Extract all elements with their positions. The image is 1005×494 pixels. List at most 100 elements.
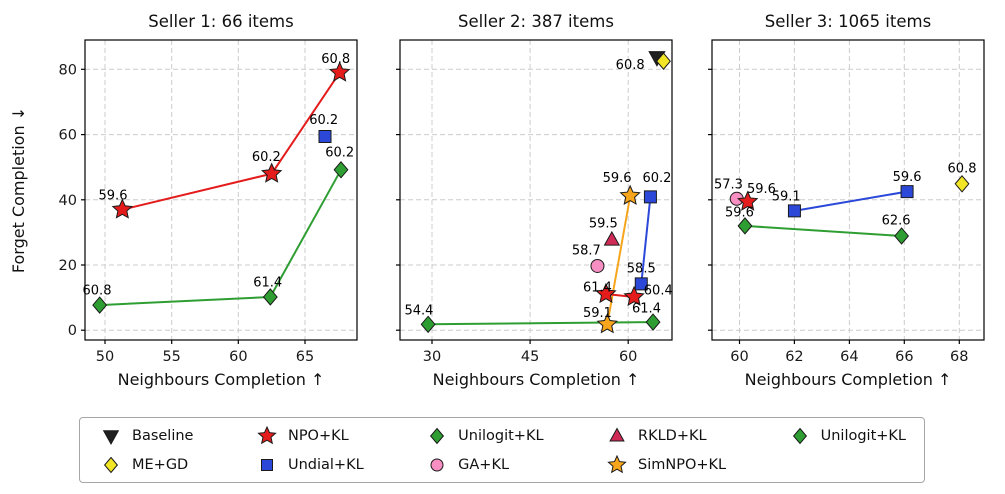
marker-unilogit-kl xyxy=(420,315,436,334)
subplot-title: Seller 3: 1065 items xyxy=(765,12,931,31)
ga-kl-legend-marker-icon xyxy=(430,458,444,471)
subplot-2: 30 45 60 Seller 2: 387 items Neighbours Comp… xyxy=(396,12,673,389)
legend-label: ME+GD xyxy=(132,456,189,473)
subplot-1: 50 55 60 65 0 20 40 60 80 Seller 1: 66 items Neigh… xyxy=(9,12,358,389)
unilogit-kl-marker-glyph xyxy=(792,427,807,444)
line-unilogit-kl xyxy=(428,321,654,326)
marker-me-gd xyxy=(954,175,970,193)
point-label: 60.2 xyxy=(642,171,671,186)
baseline-marker-glyph xyxy=(102,429,120,445)
simnpo-kl-marker-glyph xyxy=(607,454,627,473)
unilogit-kl-marker-glyph xyxy=(430,427,445,444)
x-tick-label: 64 xyxy=(840,349,858,365)
x-tick-label: 55 xyxy=(162,349,180,365)
baseline-legend-marker-icon xyxy=(102,429,120,445)
point-label: 62.6 xyxy=(882,214,911,229)
point-label: 60.4 xyxy=(644,284,673,299)
subplot-3: 60 62 64 66 68 Seller 3: 1065 items Neighbours… xyxy=(708,12,985,389)
legend-label: SimNPO+KL xyxy=(638,456,727,473)
x-tick-label: 50 xyxy=(96,349,114,365)
x-tick-label: 66 xyxy=(895,349,913,365)
marker-unilogit-kl xyxy=(894,227,910,245)
legend-item-unilogit-kl: Unilogit+KL xyxy=(787,426,906,446)
line-undial-kl xyxy=(640,196,652,285)
marker-undial-kl xyxy=(787,204,801,218)
rkld-kl-marker-glyph xyxy=(609,426,625,441)
legend-item-baseline: Baseline xyxy=(98,426,193,446)
legend-label: RKLD+KL xyxy=(638,427,707,444)
legend-item-rkld-kl: RKLD+KL xyxy=(604,426,726,446)
marker-undial-kl xyxy=(634,277,648,291)
x-tick-label: 30 xyxy=(423,349,441,365)
marker-undial-kl xyxy=(900,185,914,199)
marker-unilogit-kl xyxy=(737,217,753,235)
line-npo-kl xyxy=(122,72,341,211)
marker-undial-kl xyxy=(318,130,332,144)
legend-item-me-gd: ME+GD xyxy=(98,455,193,475)
x-tick-label: 60 xyxy=(730,349,748,365)
simnpo-kl-legend-marker-icon xyxy=(607,454,627,473)
legend-item-ga-kl: GA+KL xyxy=(424,455,543,475)
point-label: 59.1 xyxy=(772,189,801,204)
point-label: 60.8 xyxy=(616,58,645,73)
legend-label: NPO+KL xyxy=(287,427,349,444)
x-tick-label: 68 xyxy=(950,349,968,365)
undial-kl-marker-glyph xyxy=(260,458,273,471)
legend-item-undial-kl: Undial+KL xyxy=(254,455,364,475)
y-tick-label: 0 xyxy=(68,323,77,339)
marker-simnpo-kl xyxy=(596,313,618,334)
marker-unilogit-kl xyxy=(333,161,349,179)
line-undial-kl xyxy=(794,190,908,212)
point-label: 58.7 xyxy=(572,244,601,259)
plot-border xyxy=(711,39,985,341)
x-axis-label: Neighbours Completion ↑ xyxy=(745,370,952,389)
me-gd-legend-marker-icon xyxy=(103,456,119,473)
y-tick-label: 60 xyxy=(59,128,77,144)
legend-item-npo-kl: NPO+KL xyxy=(254,425,364,446)
plot-border xyxy=(399,39,673,341)
x-tick-label: 60 xyxy=(619,349,637,365)
y-tick-label: 40 xyxy=(59,193,77,209)
point-label: 60.8 xyxy=(948,161,977,176)
marker-npo-kl xyxy=(328,61,351,82)
marker-unilogit-kl xyxy=(262,288,278,306)
legend-item-unilogit-kl: Unilogit+KL xyxy=(424,426,544,446)
npo-kl-legend-marker-icon xyxy=(257,425,277,444)
marker-me-gd xyxy=(656,52,671,70)
subplot-title: Seller 2: 387 items xyxy=(458,12,614,31)
x-tick-label: 65 xyxy=(296,349,314,365)
rkld-kl-legend-marker-icon xyxy=(609,426,625,441)
marker-npo-kl xyxy=(595,282,617,304)
marker-unilogit-kl xyxy=(92,296,108,314)
y-tick-label: 20 xyxy=(59,258,77,274)
legend-label: Unilogit+KL xyxy=(820,427,906,444)
point-label: 59.6 xyxy=(725,205,754,220)
plot-border xyxy=(84,39,358,341)
point-label: 61.4 xyxy=(583,281,612,296)
point-label: 59.6 xyxy=(893,170,922,185)
point-label: 59.6 xyxy=(99,188,128,203)
x-axis-label: Neighbours Completion ↑ xyxy=(433,370,640,389)
line-unilogit-kl xyxy=(744,224,902,237)
point-label: 60.8 xyxy=(83,284,112,299)
point-label: 60.2 xyxy=(325,146,354,161)
legend-label: GA+KL xyxy=(458,456,510,473)
point-label: 58.5 xyxy=(627,261,656,276)
legend-label: Undial+KL xyxy=(287,456,364,473)
marker-unilogit-kl xyxy=(645,313,661,331)
marker-npo-kl xyxy=(737,190,759,211)
legend-label: Unilogit+KL xyxy=(458,427,544,444)
marker-undial-kl xyxy=(643,190,657,204)
marker-npo-kl xyxy=(111,198,134,219)
marker-npo-kl xyxy=(260,162,283,183)
y-tick-label: 80 xyxy=(59,62,77,78)
point-label: 60.8 xyxy=(321,52,350,67)
point-label: 61.4 xyxy=(632,302,661,317)
x-tick-label: 45 xyxy=(521,349,539,365)
line-simnpo-kl xyxy=(606,195,632,325)
point-label: 59.1 xyxy=(583,306,612,321)
marker-npo-kl xyxy=(623,285,645,307)
undial-kl-legend-marker-icon xyxy=(260,458,273,471)
me-gd-marker-glyph xyxy=(103,456,119,473)
